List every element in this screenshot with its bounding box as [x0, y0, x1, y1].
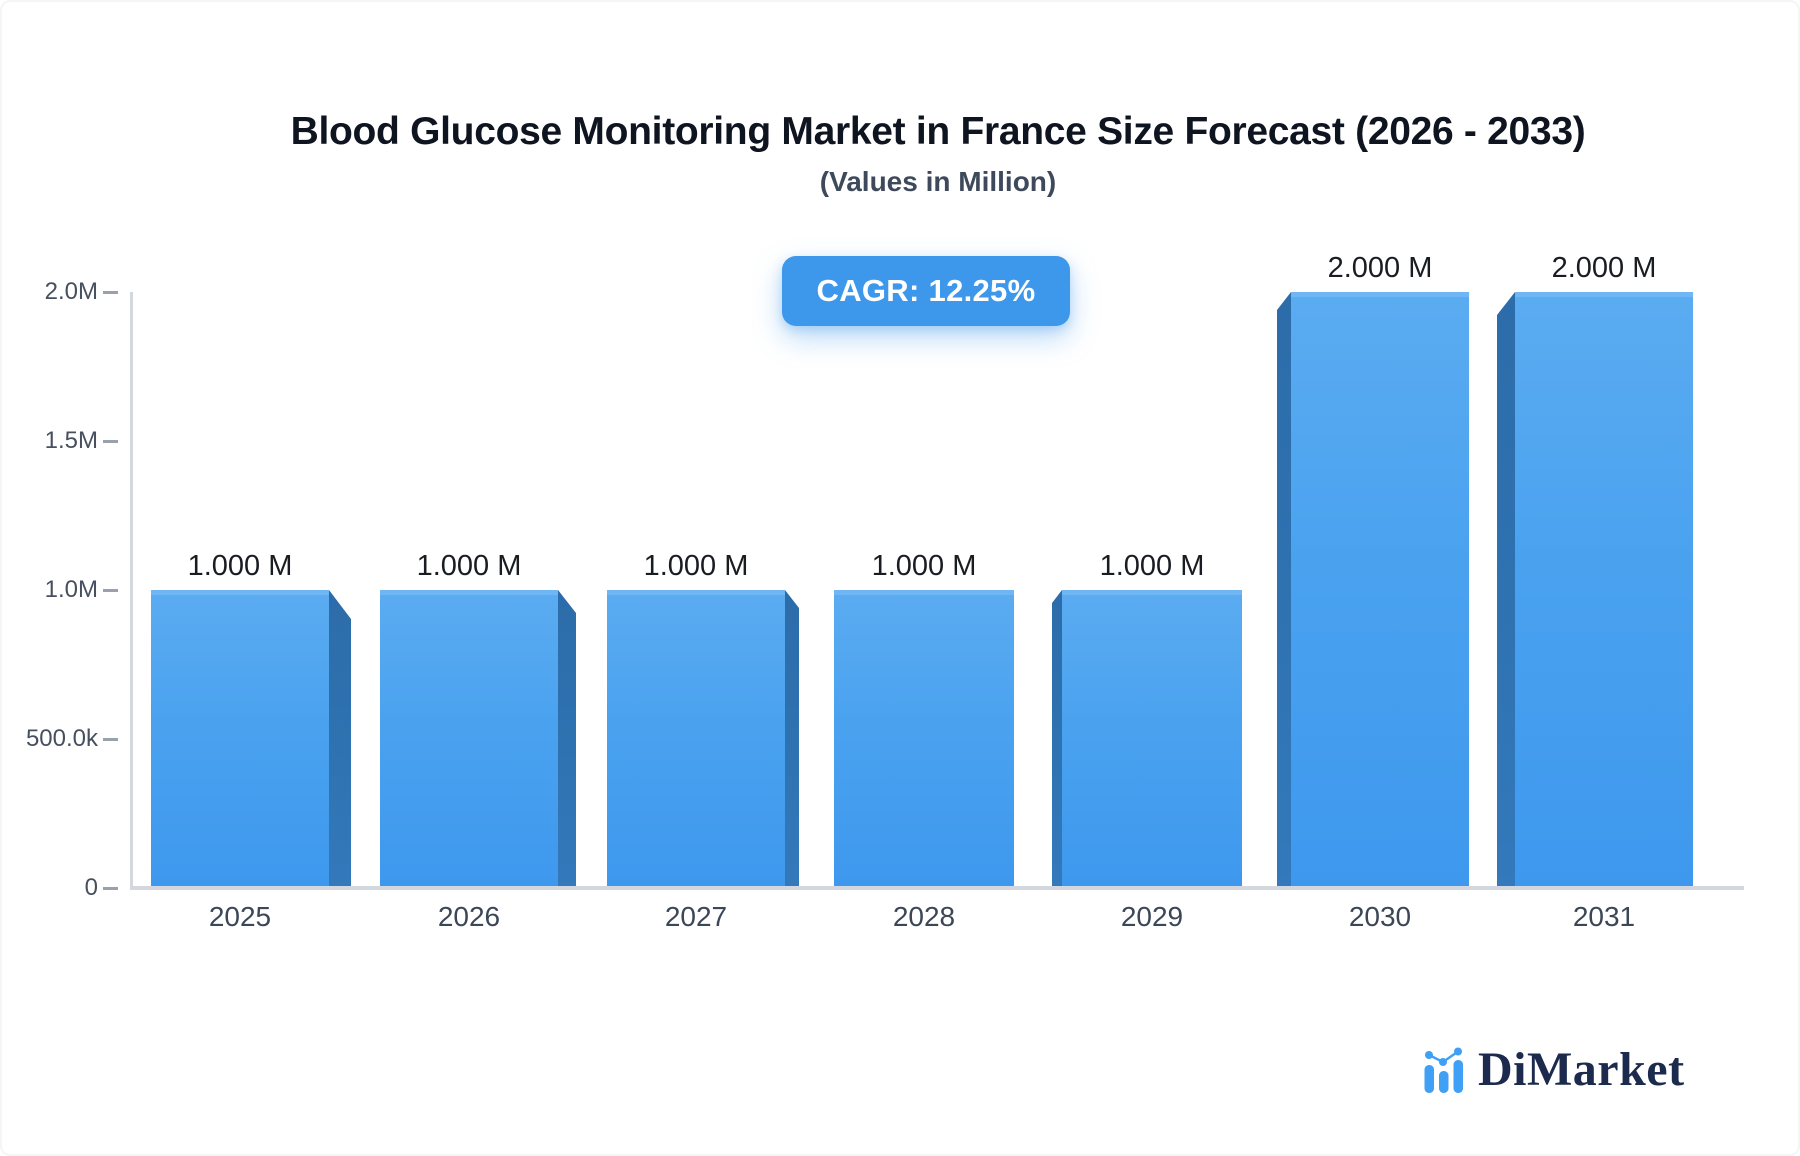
y-tick-label: 500.0k	[25, 725, 98, 752]
y-axis-line	[130, 292, 133, 890]
bar-2030[interactable]	[1291, 292, 1469, 886]
bar-2031[interactable]	[1515, 292, 1693, 886]
bar-top-highlight	[1291, 292, 1469, 297]
y-tick-mark	[103, 886, 118, 890]
bar-3d-side	[1497, 292, 1515, 886]
bar-value-label: 1.000 M	[643, 550, 749, 582]
y-tick-label: 1.5M	[44, 427, 98, 454]
x-axis-baseline	[130, 886, 1744, 890]
x-tick-label-2028: 2028	[892, 901, 956, 932]
bar-3d-side	[785, 590, 799, 886]
bar-2025[interactable]	[151, 590, 329, 886]
bar-top-highlight	[1062, 590, 1242, 595]
bar-value-label: 1.000 M	[416, 550, 522, 582]
x-tick-label-2027: 2027	[664, 901, 728, 932]
y-tick-label: 2.0M	[44, 278, 98, 305]
bar-3d-side	[1277, 292, 1291, 886]
bar-3d-side	[329, 590, 351, 886]
cagr-badge: CAGR: 12.25%	[782, 256, 1070, 326]
mini-bar-chart-icon	[1422, 1045, 1466, 1095]
bar-value-label: 1.000 M	[871, 550, 977, 582]
chart-subtitle: (Values in Million)	[819, 166, 1057, 197]
bar-top-highlight	[151, 590, 329, 595]
y-tick-mark	[103, 290, 118, 294]
x-tick-label-2029: 2029	[1120, 901, 1184, 932]
bar-value-label: 2.000 M	[1327, 252, 1433, 284]
brand-name: DiMarket	[1478, 1043, 1685, 1096]
bar-2026[interactable]	[380, 590, 558, 886]
bar-2029[interactable]	[1062, 590, 1242, 886]
bar-top-highlight	[834, 590, 1014, 595]
bar-top-highlight	[380, 590, 558, 595]
bar-value-label: 1.000 M	[1099, 550, 1205, 582]
chart-title: Blood Glucose Monitoring Market in Franc…	[290, 110, 1586, 153]
x-tick-label-2025: 2025	[208, 901, 272, 932]
bar-value-label: 2.000 M	[1551, 252, 1657, 284]
bar-2028[interactable]	[834, 590, 1014, 886]
bar-top-highlight	[607, 590, 785, 595]
x-tick-label-2031: 2031	[1572, 901, 1636, 932]
y-tick-label: 0	[84, 874, 98, 901]
x-tick-label-2026: 2026	[437, 901, 501, 932]
bar-top-highlight	[1515, 292, 1693, 297]
bar-3d-side	[1052, 590, 1062, 886]
x-tick-label-2030: 2030	[1348, 901, 1412, 932]
brand-logo[interactable]: DiMarket	[1422, 1042, 1685, 1098]
y-tick-mark	[103, 439, 118, 443]
y-tick-mark	[103, 588, 118, 592]
bar-value-label: 1.000 M	[187, 550, 293, 582]
cagr-badge-label: CAGR: 12.25%	[816, 273, 1036, 308]
y-tick-label: 1.0M	[44, 576, 98, 603]
y-tick-mark	[103, 737, 118, 741]
bar-2027[interactable]	[607, 590, 785, 886]
bar-3d-side	[558, 590, 576, 886]
